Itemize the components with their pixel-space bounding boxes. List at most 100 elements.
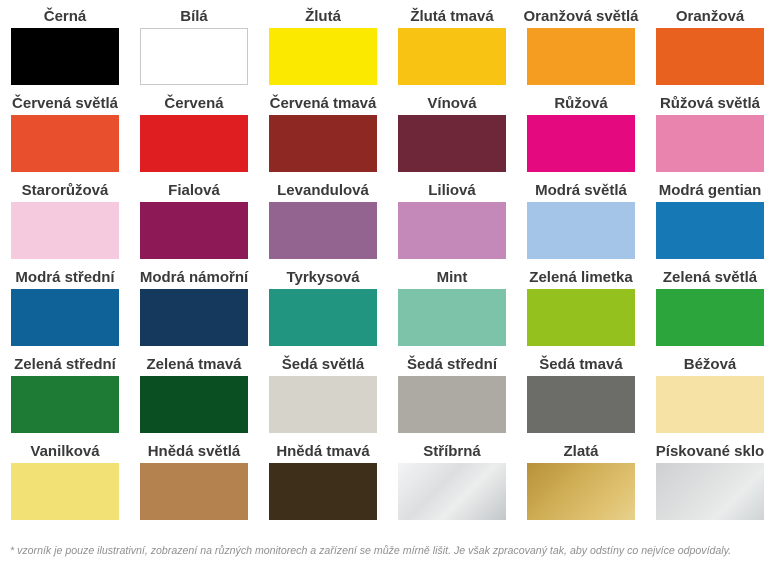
color-swatch: [140, 463, 248, 520]
color-swatch: [11, 289, 119, 346]
color-swatch-cell: Vínová: [398, 92, 506, 172]
color-name: Žlutá tmavá: [410, 8, 494, 25]
color-name: Modrá střední: [15, 269, 115, 286]
color-swatch-cell: Žlutá tmavá: [398, 5, 506, 85]
color-name: Mint: [436, 269, 468, 286]
color-name: Zelená limetka: [529, 269, 633, 286]
color-name: Hnědá světlá: [147, 443, 241, 460]
color-swatch-cell: Oranžová světlá: [523, 5, 639, 85]
color-name: Pískované sklo: [655, 443, 765, 460]
color-name: Zelená světlá: [662, 269, 758, 286]
color-swatch: [140, 376, 248, 433]
color-swatch: [11, 202, 119, 259]
color-swatch-cell: Liliová: [398, 179, 506, 259]
color-swatch-cell: Mint: [398, 266, 506, 346]
color-swatch-cell: Pískované sklo: [656, 440, 764, 520]
color-swatch-cell: Modrá střední: [11, 266, 119, 346]
color-swatch: [269, 463, 377, 520]
color-swatch: [656, 376, 764, 433]
color-swatch: [140, 28, 248, 85]
color-name: Černá: [43, 8, 87, 25]
color-swatch-cell: Levandulová: [269, 179, 377, 259]
color-name: Šedá střední: [406, 356, 498, 373]
color-name: Oranžová: [675, 8, 745, 25]
color-swatch-cell: Hnědá světlá: [140, 440, 248, 520]
color-swatch-cell: Žlutá: [269, 5, 377, 85]
color-swatch: [269, 28, 377, 85]
color-swatch: [398, 115, 506, 172]
color-swatch-cell: Zlatá: [527, 440, 635, 520]
color-name: Modrá světlá: [535, 182, 627, 199]
color-swatch: [398, 28, 506, 85]
color-name: Červená světlá: [12, 95, 118, 112]
color-swatch-cell: Stříbrná: [398, 440, 506, 520]
color-swatch-cell: Zelená střední: [11, 353, 119, 433]
color-swatch-cell: Oranžová: [656, 5, 764, 85]
color-swatch: [527, 115, 635, 172]
color-swatch: [269, 202, 377, 259]
color-swatch: [656, 289, 764, 346]
color-swatch: [11, 376, 119, 433]
color-swatch: [140, 115, 248, 172]
color-swatch-cell: Šedá světlá: [269, 353, 377, 433]
color-swatch-cell: Vanilková: [11, 440, 119, 520]
color-swatch-cell: Zelená světlá: [656, 266, 764, 346]
color-swatch: [656, 115, 764, 172]
color-swatch: [269, 289, 377, 346]
color-swatch-cell: Červená světlá: [11, 92, 119, 172]
color-name: Oranžová světlá: [523, 8, 639, 25]
color-swatch-cell: Béžová: [656, 353, 764, 433]
color-swatch: [527, 28, 635, 85]
color-swatch-cell: Fialová: [140, 179, 248, 259]
color-swatch-cell: Zelená limetka: [527, 266, 635, 346]
color-swatch: [398, 202, 506, 259]
color-swatch: [140, 289, 248, 346]
color-name: Zelená střední: [14, 356, 116, 373]
color-name: Fialová: [168, 182, 220, 199]
color-swatch-cell: Černá: [11, 5, 119, 85]
color-name: Růžová: [554, 95, 608, 112]
color-swatch: [656, 28, 764, 85]
color-name: Liliová: [428, 182, 476, 199]
color-swatch-cell: Růžová: [527, 92, 635, 172]
color-swatch-cell: Červená: [140, 92, 248, 172]
color-swatch-cell: Hnědá tmavá: [269, 440, 377, 520]
color-swatch-cell: Zelená tmavá: [140, 353, 248, 433]
color-name: Hnědá tmavá: [276, 443, 370, 460]
color-name: Vanilková: [30, 443, 100, 460]
color-name: Vínová: [427, 95, 477, 112]
color-swatch-cell: Modrá gentian: [656, 179, 764, 259]
color-swatch: [527, 202, 635, 259]
color-name: Starorůžová: [21, 182, 109, 199]
color-swatch: [269, 115, 377, 172]
color-swatch: [11, 28, 119, 85]
color-swatch: [398, 376, 506, 433]
color-name: Bílá: [180, 8, 208, 25]
color-name: Šedá světlá: [281, 356, 365, 373]
color-swatch: [11, 115, 119, 172]
color-swatch: [398, 463, 506, 520]
color-name: Modrá námořní: [139, 269, 249, 286]
color-swatch: [656, 463, 764, 520]
color-swatch-cell: Šedá střední: [398, 353, 506, 433]
color-name: Šedá tmavá: [539, 356, 623, 373]
color-grid: Černá Bílá Žlutá Žlutá tmavá Oranžová sv…: [11, 5, 764, 520]
color-name: Zelená tmavá: [146, 356, 242, 373]
color-swatch: [527, 376, 635, 433]
color-swatch-cell: Červená tmavá: [269, 92, 377, 172]
color-name: Růžová světlá: [659, 95, 761, 112]
color-swatch-cell: Šedá tmavá: [527, 353, 635, 433]
color-swatch: [527, 289, 635, 346]
color-name: Červená: [164, 95, 224, 112]
color-swatch-cell: Tyrkysová: [269, 266, 377, 346]
color-swatch: [656, 202, 764, 259]
color-swatch: [527, 463, 635, 520]
color-swatch: [11, 463, 119, 520]
color-name: Levandulová: [277, 182, 369, 199]
color-swatch-cell: Bílá: [140, 5, 248, 85]
color-name: Modrá gentian: [658, 182, 762, 199]
color-swatch: [140, 202, 248, 259]
disclaimer-note: * vzorník je pouze ilustrativní, zobraze…: [10, 545, 732, 557]
color-name: Béžová: [683, 356, 737, 373]
color-name: Tyrkysová: [286, 269, 360, 286]
